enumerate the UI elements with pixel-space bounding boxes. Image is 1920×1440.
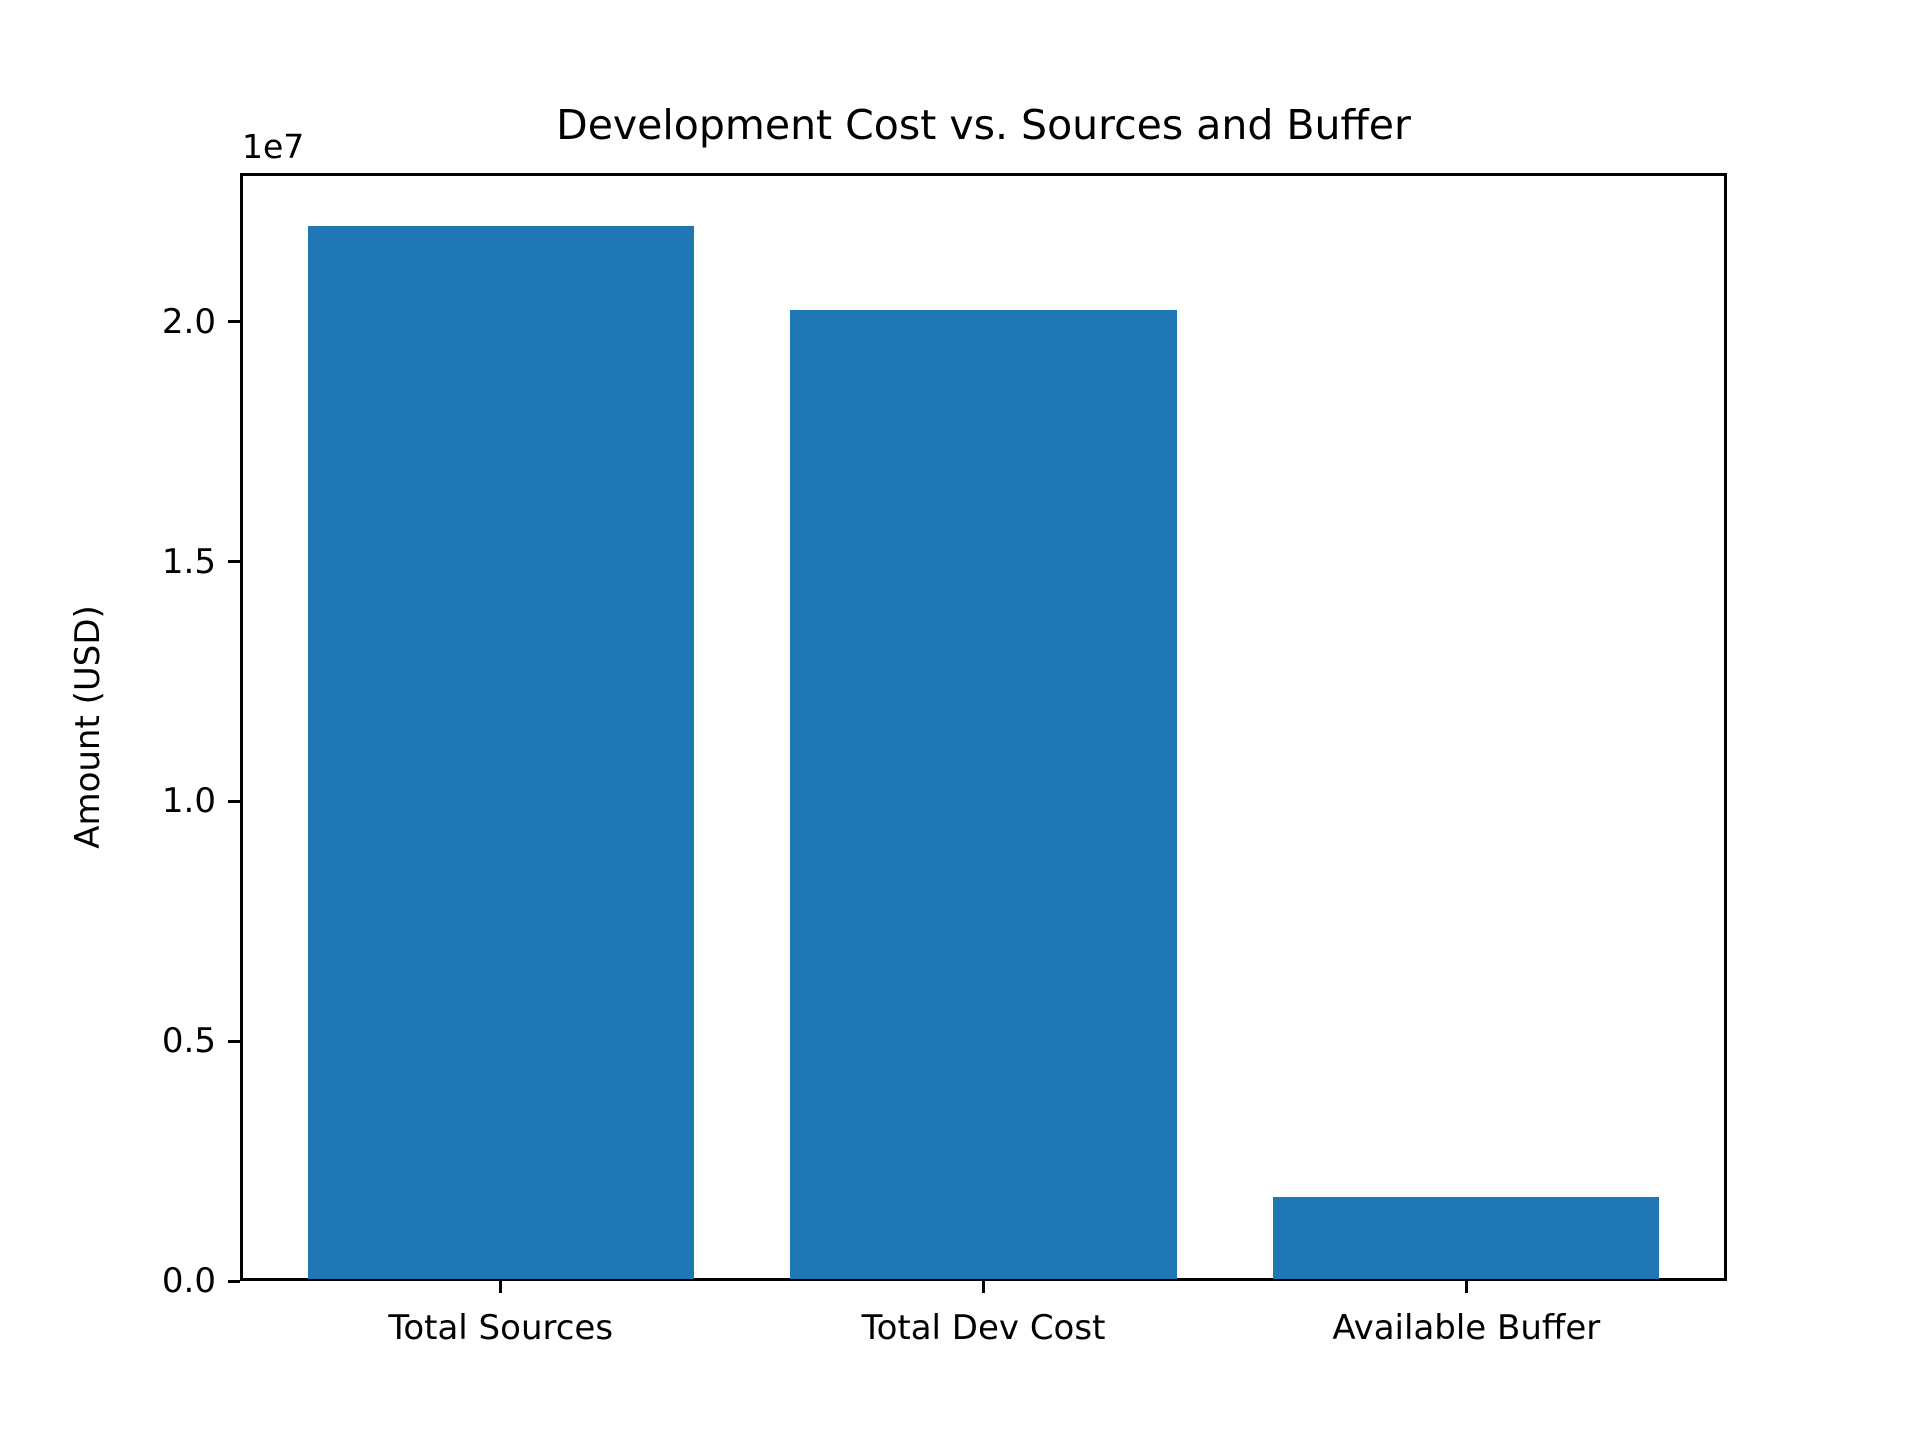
x-tick-label-total-sources: Total Sources bbox=[388, 1308, 614, 1348]
y-tick-label-1.0: 1.0 bbox=[161, 781, 216, 822]
bar-total-dev-cost bbox=[790, 309, 1177, 1279]
x-tick-label-available-buffer: Available Buffer bbox=[1332, 1308, 1601, 1348]
y-tick-mark bbox=[228, 320, 240, 324]
y-axis-offset-text: 1e7 bbox=[242, 127, 305, 166]
y-tick-mark bbox=[228, 1039, 240, 1043]
chart-title: Development Cost vs. Sources and Buffer bbox=[556, 101, 1411, 149]
bar-total-sources bbox=[307, 225, 694, 1279]
y-tick-mark bbox=[228, 799, 240, 803]
x-tick-mark bbox=[982, 1281, 985, 1293]
y-tick-label-1.5: 1.5 bbox=[161, 541, 216, 582]
x-tick-mark bbox=[499, 1281, 503, 1293]
x-tick-label-total-dev-cost: Total Dev Cost bbox=[861, 1308, 1106, 1348]
x-tick-mark bbox=[1464, 1281, 1468, 1293]
y-tick-label-0.0: 0.0 bbox=[161, 1261, 216, 1301]
bar-available-buffer bbox=[1273, 1197, 1660, 1279]
y-tick-label-2.0: 2.0 bbox=[161, 301, 216, 342]
y-tick-label-0.5: 0.5 bbox=[161, 1021, 216, 1062]
y-tick-mark bbox=[228, 1279, 240, 1283]
y-tick-mark bbox=[228, 560, 240, 564]
